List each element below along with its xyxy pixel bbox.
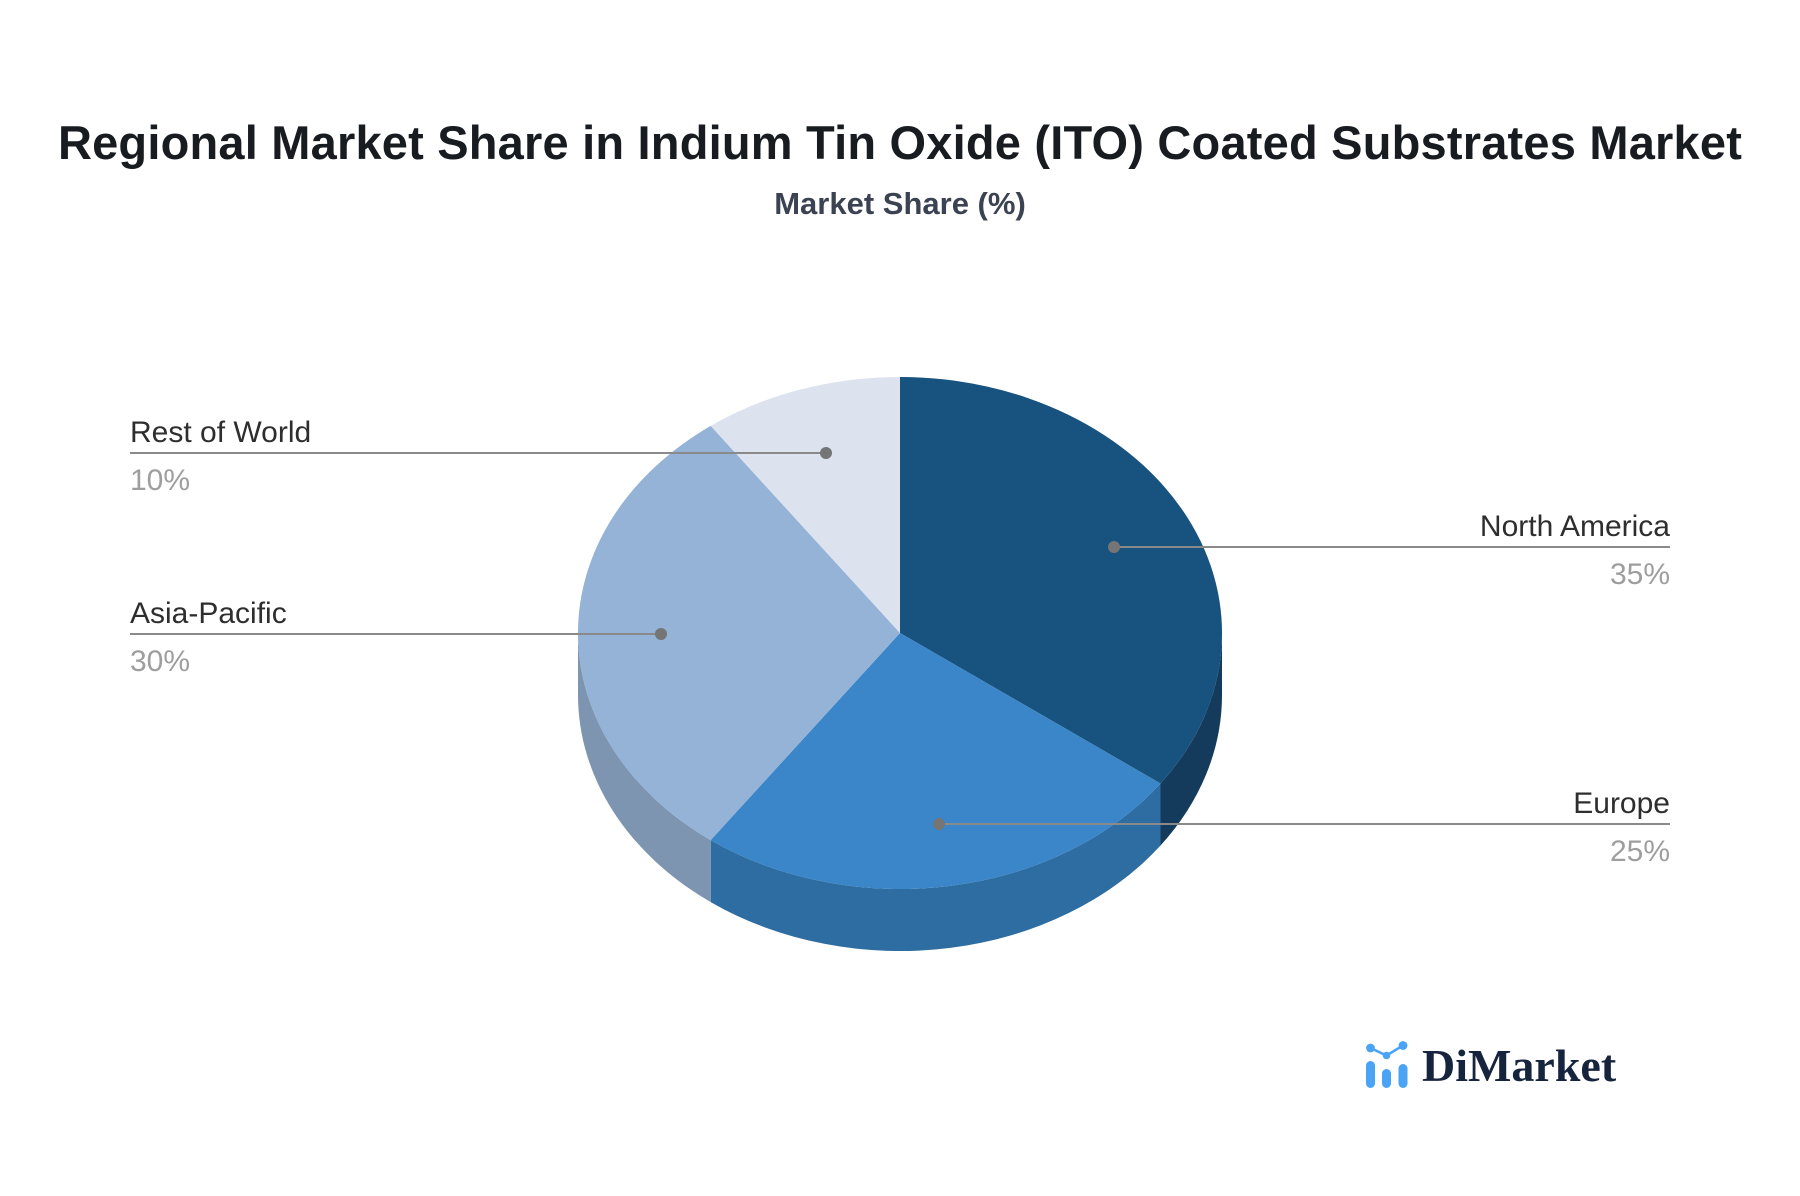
slice-label-europe: Europe	[1573, 787, 1670, 820]
slice-label-rest-of-world: Rest of World	[130, 416, 312, 449]
connector-dot-europe	[933, 818, 945, 830]
chart-title: Regional Market Share in Indium Tin Oxid…	[57, 116, 1743, 169]
slice-pct-europe: 25%	[1609, 835, 1670, 868]
brand-logo-text: DiMarket	[1422, 1040, 1617, 1091]
pie-side-europe	[710, 783, 1161, 952]
label-connectors	[130, 452, 1670, 825]
connector-dots	[655, 447, 1120, 830]
slice-label-asia-pacific: Asia-Pacific	[130, 597, 287, 630]
pie-side-asia-pacific	[577, 633, 711, 903]
chart-subtitle: Market Share (%)	[774, 186, 1026, 221]
slice-pct-asia-pacific: 30%	[130, 645, 191, 678]
slice-pct-north-america: 35%	[1609, 558, 1670, 591]
connector-dot-rest-of-world	[820, 447, 832, 459]
pie-slice-europe[interactable]	[710, 633, 1161, 890]
bar-line-chart-icon	[1366, 1041, 1408, 1088]
slice-pct-rest-of-world: 10%	[130, 464, 191, 497]
connector-dot-asia-pacific	[655, 628, 667, 640]
pie-slice-rest-of-world[interactable]	[710, 376, 900, 633]
brand-logo[interactable]: DiMarket	[1366, 1040, 1616, 1090]
pie-side-north-america	[1160, 633, 1223, 846]
slice-label-north-america: North America	[1479, 510, 1670, 543]
connector-dot-north-america	[1108, 541, 1120, 553]
pie-slice-asia-pacific[interactable]	[577, 425, 900, 841]
pie-slice-north-america[interactable]	[900, 377, 1223, 784]
